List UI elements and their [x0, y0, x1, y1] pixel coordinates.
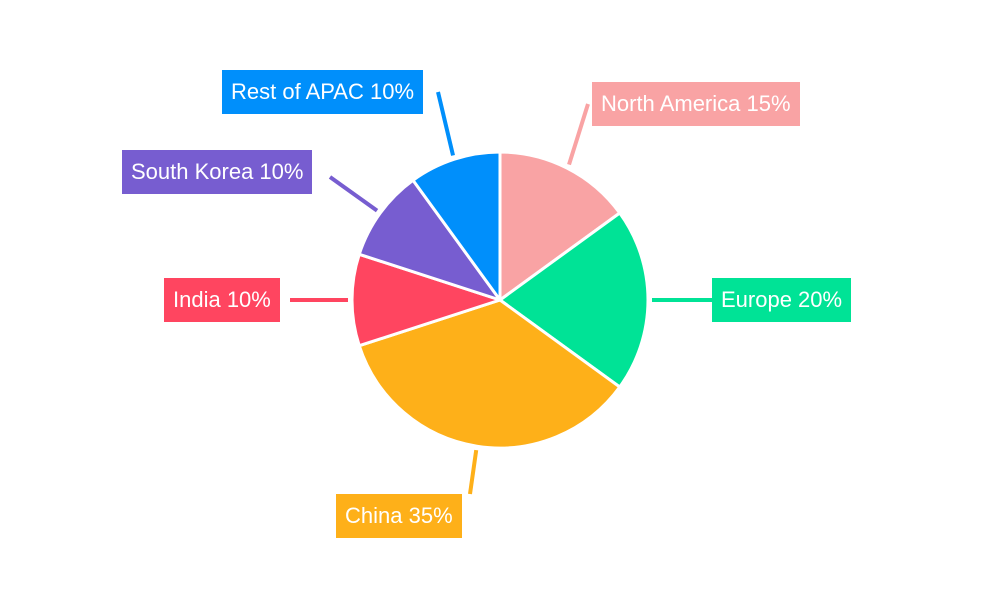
slice-label-india: India 10% [164, 278, 280, 322]
leader-line-rest-of-apac [436, 91, 455, 156]
slice-label-south-korea: South Korea 10% [122, 150, 313, 194]
leader-lines [290, 91, 712, 495]
leader-line-north-america [567, 103, 590, 166]
pie-slice-rest-of-apac [411, 150, 502, 302]
pie-slice-north-america [498, 150, 622, 302]
slice-label-rest-of-apac: Rest of APAC 10% [222, 70, 424, 114]
slice-label-north-america: North America 15% [592, 82, 800, 126]
leader-line-china [468, 449, 479, 495]
pie-slices [350, 150, 650, 450]
pie-slice-south-korea [357, 178, 502, 302]
slice-label-china: China 35% [336, 494, 462, 538]
pie-slice-india [350, 252, 502, 348]
slice-label-europe: Europe 20% [712, 278, 852, 322]
pie-slice-europe [498, 211, 650, 389]
leader-line-south-korea [328, 175, 379, 213]
pie-slice-china [357, 298, 622, 450]
